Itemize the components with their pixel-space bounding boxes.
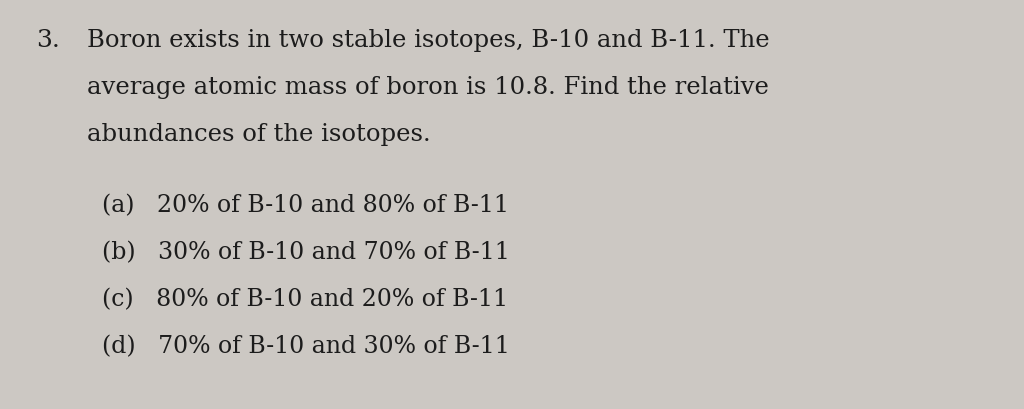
Text: (d)   70% of B-10 and 30% of B-11: (d) 70% of B-10 and 30% of B-11 — [102, 335, 510, 358]
Text: Boron exists in two stable isotopes, B-10 and B-11. The: Boron exists in two stable isotopes, B-1… — [87, 29, 770, 52]
Text: (c)   80% of B-10 and 20% of B-11: (c) 80% of B-10 and 20% of B-11 — [102, 288, 509, 311]
Text: 3.: 3. — [36, 29, 59, 52]
Text: average atomic mass of boron is 10.8. Find the relative: average atomic mass of boron is 10.8. Fi… — [87, 76, 769, 99]
Text: (a)   20% of B-10 and 80% of B-11: (a) 20% of B-10 and 80% of B-11 — [102, 194, 509, 217]
Text: (b)   30% of B-10 and 70% of B-11: (b) 30% of B-10 and 70% of B-11 — [102, 241, 510, 264]
Text: abundances of the isotopes.: abundances of the isotopes. — [87, 123, 431, 146]
